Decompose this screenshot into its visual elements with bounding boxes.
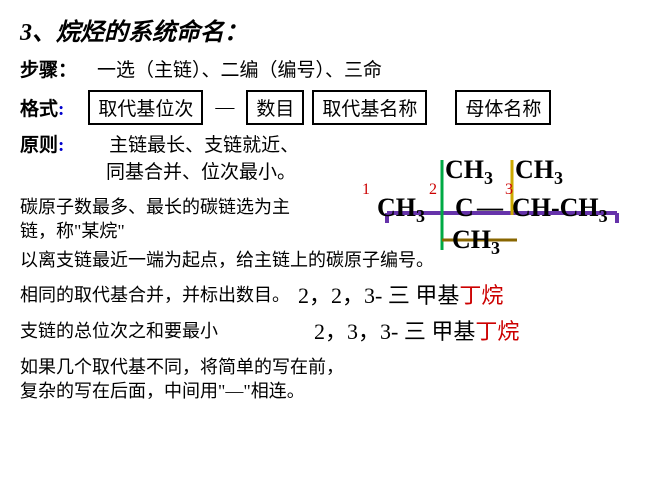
steps-row: 步骤： 一选（主链）、二编（编号）、三命: [20, 55, 647, 82]
mol-ch3-top-right: CH3: [515, 155, 563, 189]
principle-line2: 同基合并、位次最小。: [106, 162, 296, 183]
principle-label: 原则:: [20, 135, 69, 156]
formula-2: 2，3，3- 三 甲基丁烷: [314, 314, 519, 346]
format-row: 格式: 取代基位次 — 数目 取代基名称 母体名称: [20, 90, 647, 125]
principle-line1: 主链最长、支链就近、: [109, 135, 299, 156]
explain-different: 如果几个取代基不同，将简单的写在前， 复杂的写在后面，中间用"—"相连。: [20, 356, 647, 403]
steps-label: 步骤：: [20, 55, 77, 82]
format-label: 格式:: [20, 94, 64, 121]
format-box-subname: 取代基名称: [312, 90, 427, 125]
explain-minsum-row: 支链的总位次之和要最小 2，3，3- 三 甲基丁烷: [20, 314, 647, 346]
mol-c-mid: C: [455, 193, 474, 223]
locant-2: 2: [429, 181, 437, 199]
mol-ch3-top-left: CH3: [445, 155, 493, 189]
mol-bond-dash: —: [477, 193, 503, 223]
formula-1: 2，2，3- 三 甲基丁烷: [298, 278, 503, 310]
steps-text: 一选（主链）、二编（编号）、三命: [97, 55, 382, 82]
explain-minsum: 支链的总位次之和要最小: [20, 317, 272, 343]
locant-1: 1: [362, 181, 370, 199]
page-title: 3、烷烃的系统命名：: [20, 12, 647, 47]
format-dash: —: [215, 97, 234, 119]
mol-ch3-left: CH3: [377, 193, 425, 227]
format-box-position: 取代基位次: [88, 90, 203, 125]
format-box-count: 数目: [246, 90, 304, 125]
explain-merge-row: 相同的取代基合并，并标出数目。 2，2，3- 三 甲基丁烷: [20, 278, 647, 310]
mol-ch-right: CH-CH3: [512, 193, 608, 227]
mol-ch3-bottom: CH3: [452, 225, 500, 259]
explain-merge: 相同的取代基合并，并标出数目。: [20, 281, 290, 307]
molecule-diagram: 1 2 3 CH3 CH3 CH3 C — CH-CH3 CH3: [357, 155, 637, 265]
format-box-parent: 母体名称: [455, 90, 551, 125]
